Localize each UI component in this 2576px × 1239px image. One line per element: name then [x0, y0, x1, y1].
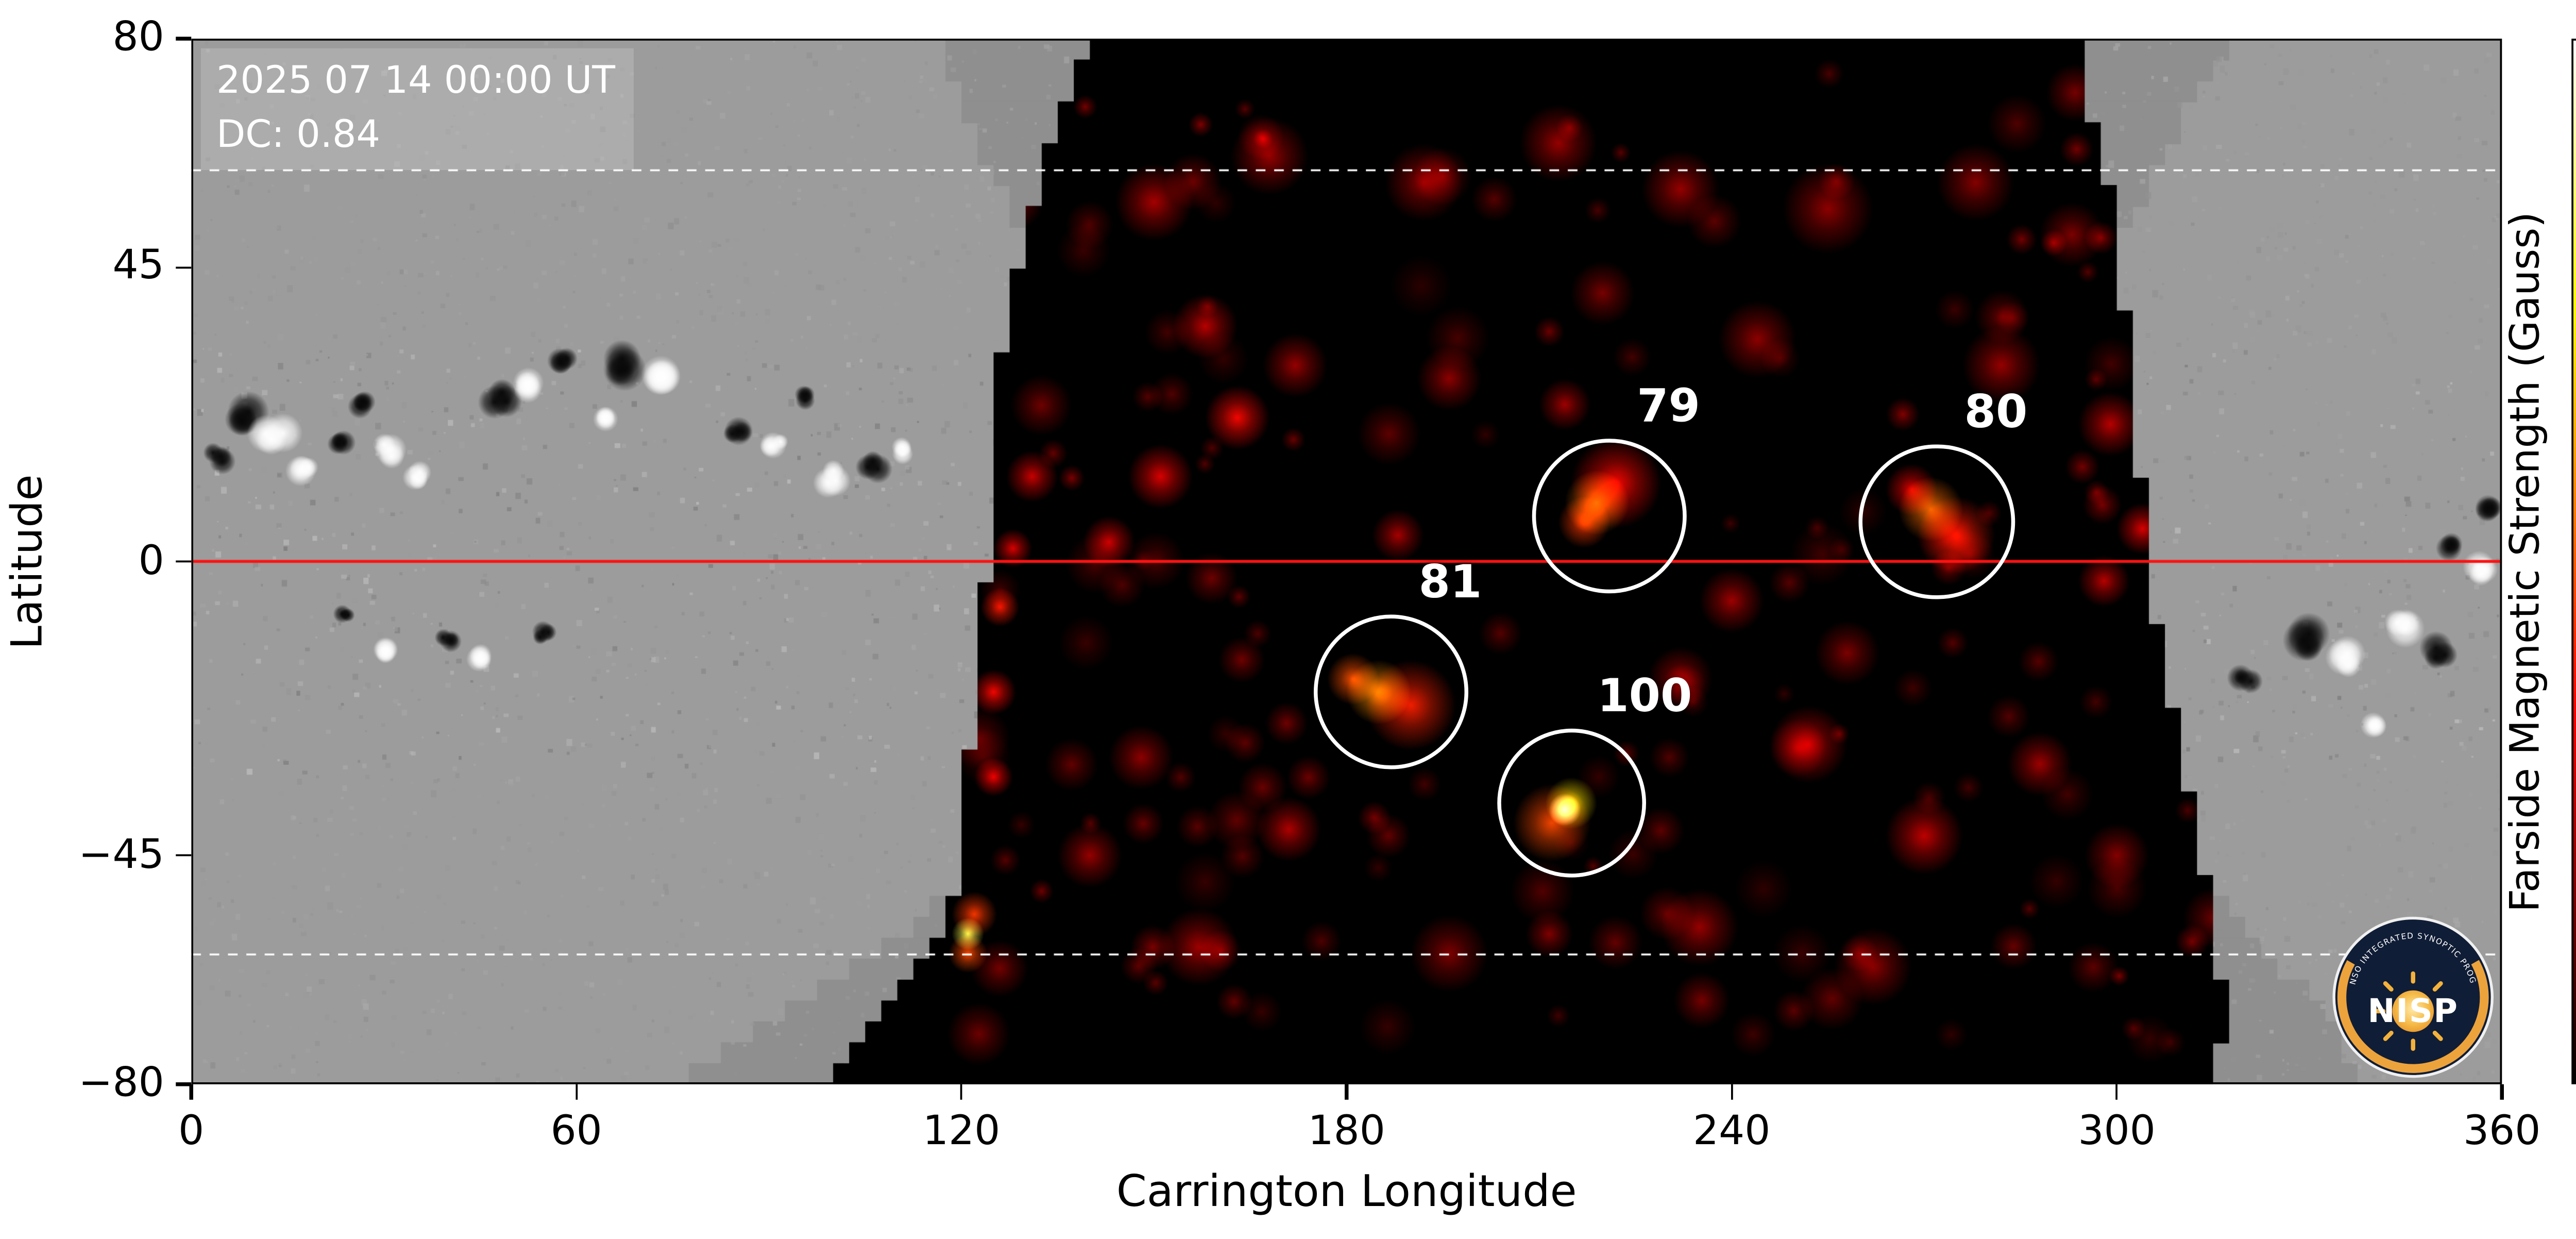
- y-tick-label: −45: [78, 830, 164, 877]
- active-region-circle: [1532, 438, 1688, 594]
- dc-value: DC: 0.84: [216, 111, 381, 156]
- x-tick-label: 120: [923, 1107, 1001, 1154]
- active-region-label: 79: [1637, 378, 1700, 432]
- logo-nisp-text: NISP: [2368, 992, 2459, 1030]
- x-tick-label: 300: [2078, 1107, 2156, 1154]
- x-tick-label: 0: [178, 1107, 205, 1154]
- annotation-layer: 79 80 81 100: [191, 39, 2502, 1084]
- x-tick-label: 180: [1308, 1107, 1385, 1154]
- y-tick-label: 80: [112, 13, 164, 60]
- nisp-logo: NSO INTEGRATED SYNOPTIC PROGRAM NISP: [2330, 914, 2494, 1078]
- x-tick-label: 360: [2463, 1107, 2541, 1154]
- logo-sun-icon: [2373, 971, 2453, 1051]
- x-axis-label: Carrington Longitude: [1116, 1167, 1577, 1218]
- x-tick-mark: [574, 1084, 578, 1100]
- y-tick-label: 0: [138, 536, 164, 583]
- active-region-circle: [1314, 614, 1469, 770]
- x-tick-mark: [960, 1084, 963, 1100]
- active-region-label: 80: [1964, 384, 2028, 439]
- farside-colorbar: [2571, 39, 2576, 1084]
- y-tick-mark: [176, 854, 192, 857]
- y-tick-label: −80: [78, 1059, 164, 1106]
- x-tick-label: 60: [550, 1107, 602, 1154]
- x-tick-mark: [2115, 1084, 2119, 1100]
- x-tick-mark: [2500, 1084, 2504, 1100]
- y-tick-mark: [176, 1082, 192, 1086]
- active-region-label: 100: [1597, 668, 1692, 723]
- x-tick-mark: [190, 1084, 193, 1100]
- x-tick-mark: [1345, 1084, 1348, 1100]
- timestamp-box: 2025 07 14 00:00 UT DC: 0.84: [201, 48, 635, 171]
- y-tick-label: 45: [112, 242, 164, 289]
- y-tick-mark: [176, 265, 192, 269]
- active-region-label: 81: [1418, 554, 1482, 609]
- timestamp: 2025 07 14 00:00 UT: [216, 58, 616, 103]
- y-tick-mark: [176, 560, 192, 563]
- y-tick-mark: [176, 37, 192, 40]
- magnetogram-heatmap: [191, 39, 2502, 1084]
- farside-colorbar-label: Farside Magnetic Strength (Gauss): [2502, 211, 2549, 912]
- logo-sun-disc: [2392, 990, 2434, 1032]
- x-tick-mark: [1730, 1084, 1734, 1100]
- active-region-circle: [1497, 729, 1646, 878]
- active-region-circle: [1859, 444, 2015, 600]
- x-tick-label: 240: [1693, 1107, 1771, 1154]
- logo-orange-arc: [2337, 922, 2489, 1073]
